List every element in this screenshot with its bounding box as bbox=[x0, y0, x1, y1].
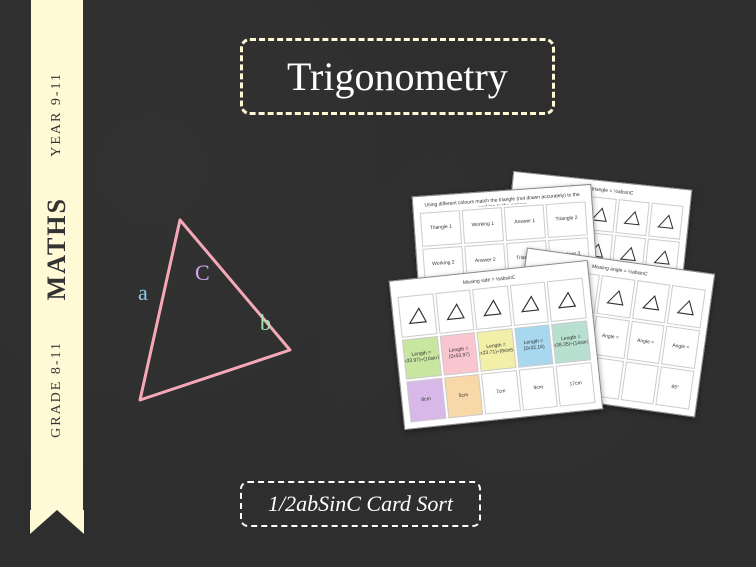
cell: 17cm bbox=[556, 362, 596, 406]
cell: Length = (2x33.97)÷(10sin74) bbox=[402, 336, 442, 380]
ribbon-bookmark: YEAR 9-11 MATHS GRADE 8-11 bbox=[30, 0, 84, 540]
cell: 5cm bbox=[444, 374, 484, 418]
cell: Length = (2x32.16) bbox=[514, 324, 554, 368]
cell bbox=[620, 361, 659, 404]
cell: Triangle 2 bbox=[546, 201, 588, 238]
subtitle-text: 1/2abSinC Card Sort bbox=[268, 491, 453, 516]
cell: Working 1 bbox=[462, 207, 504, 244]
worksheet-stack: Area of a triangle = ½absinC Using diffe… bbox=[396, 190, 696, 430]
cell bbox=[397, 293, 437, 337]
cell bbox=[510, 282, 550, 326]
cell: Answer 1 bbox=[504, 204, 546, 241]
cell bbox=[472, 285, 512, 329]
cell: 65° bbox=[656, 366, 695, 409]
cell bbox=[632, 280, 671, 323]
cell: Length = (2x23.71)÷(8sin53) bbox=[477, 328, 517, 372]
sheet-grid: Length = (2x33.97)÷(10sin74)Length = (2x… bbox=[397, 278, 595, 423]
subtitle-box: 1/2abSinC Card Sort bbox=[240, 481, 481, 527]
triangle-diagram: a C b bbox=[120, 200, 340, 440]
cell: 9cm bbox=[519, 366, 559, 410]
cell: Angle = bbox=[661, 326, 700, 369]
cell: 7cm bbox=[481, 370, 521, 414]
ribbon-grade: GRADE 8-11 bbox=[49, 341, 65, 438]
cell bbox=[435, 289, 475, 333]
worksheet-front: Missing side = ½absinC Length = (2x33.97… bbox=[389, 260, 604, 430]
triangle-svg bbox=[120, 200, 340, 440]
cell: Length = (2x38.35)÷(14sin73) bbox=[551, 320, 591, 364]
cell bbox=[547, 278, 587, 322]
ribbon-body: YEAR 9-11 MATHS GRADE 8-11 bbox=[30, 0, 84, 510]
title-text: Trigonometry bbox=[287, 54, 508, 99]
cell bbox=[667, 285, 706, 328]
label-C: C bbox=[195, 260, 210, 286]
ribbon-subject: MATHS bbox=[42, 197, 72, 300]
ribbon-year: YEAR 9-11 bbox=[49, 72, 65, 157]
title-box: Trigonometry bbox=[240, 38, 555, 115]
ribbon-tail bbox=[30, 510, 84, 534]
cell: Angle = bbox=[626, 321, 665, 364]
cell: 8cm bbox=[406, 378, 446, 422]
label-b: b bbox=[260, 310, 271, 336]
cell: Length = (2x53.97) bbox=[439, 332, 479, 376]
cell bbox=[649, 203, 684, 240]
cell bbox=[615, 199, 650, 236]
label-a: a bbox=[138, 280, 148, 306]
cell: Triangle 1 bbox=[420, 210, 462, 247]
cell bbox=[597, 275, 636, 318]
